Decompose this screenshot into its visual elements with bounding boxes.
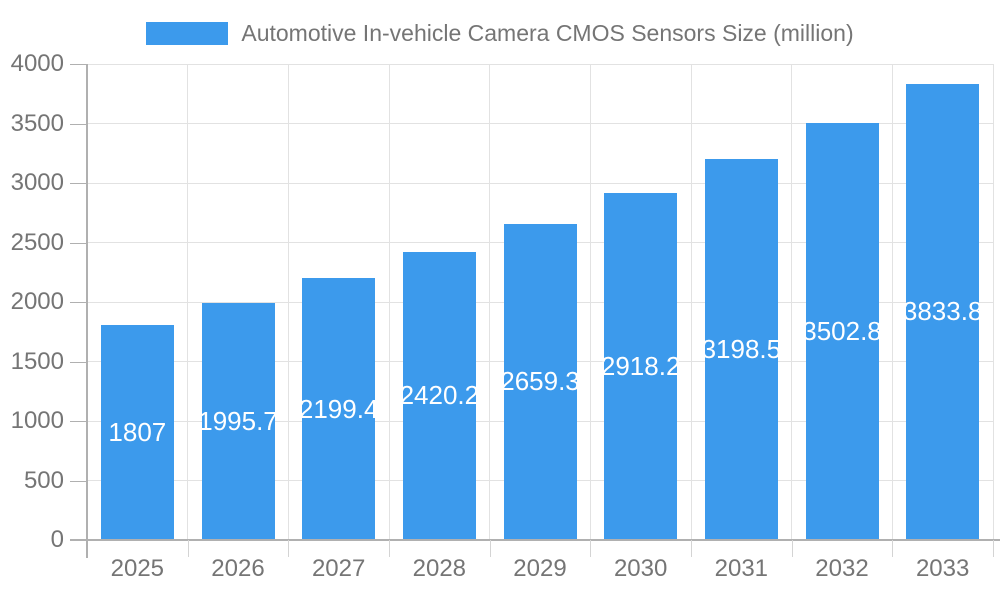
y-axis-tick bbox=[70, 64, 87, 65]
bar-value-label: 2659.3 bbox=[500, 366, 580, 397]
bar[interactable]: 2659.3 bbox=[500, 223, 580, 540]
x-axis-tick bbox=[187, 540, 189, 557]
bar[interactable]: 2918.2 bbox=[601, 192, 680, 540]
x-axis-tick bbox=[892, 540, 894, 557]
y-axis-tick-label: 4000 bbox=[10, 50, 64, 77]
x-axis-tick-label: 2033 bbox=[915, 555, 970, 582]
gridline-vertical bbox=[287, 64, 289, 540]
x-axis-tick bbox=[791, 540, 793, 557]
bar-value-label: 2199.4 bbox=[298, 393, 379, 424]
y-axis-tick bbox=[70, 183, 87, 184]
bar[interactable]: 3502.8 bbox=[802, 123, 882, 540]
gridline-vertical bbox=[589, 64, 591, 540]
gridline-horizontal bbox=[87, 63, 993, 65]
y-axis-tick-label: 3000 bbox=[10, 169, 64, 196]
y-axis-tick-label: 1500 bbox=[10, 347, 64, 375]
x-axis-tick bbox=[993, 540, 994, 557]
gridline-vertical bbox=[690, 64, 692, 540]
gridline-vertical bbox=[388, 64, 390, 540]
x-axis-tick-label: 2025 bbox=[110, 555, 165, 582]
y-axis-line bbox=[86, 64, 88, 558]
x-axis-tick-label: 2027 bbox=[311, 555, 366, 582]
x-axis-tick bbox=[691, 540, 692, 557]
x-axis-tick-label: 2031 bbox=[714, 555, 769, 582]
gridline-vertical bbox=[791, 64, 793, 540]
y-axis-tick bbox=[70, 540, 87, 541]
plot-area: 1807 1995.7 2199.4 2420.2 2659.3 2918.2 3198.5… bbox=[70, 63, 1000, 558]
legend[interactable]: Automotive In-vehicle Camera CMOS Sensor… bbox=[0, 20, 1000, 47]
gridline-horizontal bbox=[87, 182, 993, 184]
gridline-vertical bbox=[489, 64, 491, 540]
bar-value-label: 1995.7 bbox=[198, 405, 278, 436]
y-axis-tick bbox=[70, 123, 87, 125]
bar[interactable]: 3833.8 bbox=[903, 83, 982, 540]
y-axis-tick-label: 1000 bbox=[10, 407, 64, 434]
bar[interactable]: 1995.7 bbox=[198, 302, 278, 540]
bar-value-label: 2420.2 bbox=[399, 380, 480, 411]
bar-value-label: 1807 bbox=[108, 416, 167, 447]
bar[interactable]: 3198.5 bbox=[702, 159, 781, 540]
y-axis-tick-label: 0 bbox=[50, 526, 64, 553]
x-axis-tick-label: 2030 bbox=[613, 555, 668, 582]
gridline-horizontal bbox=[87, 123, 993, 124]
bar-value-label: 3833.8 bbox=[902, 296, 983, 327]
gridline-vertical bbox=[187, 64, 189, 540]
gridline-vertical bbox=[891, 64, 893, 540]
bar-value-label: 2918.2 bbox=[600, 350, 681, 381]
y-axis-tick-label: 3500 bbox=[10, 109, 64, 137]
x-axis-line bbox=[70, 539, 1000, 541]
x-axis-tick bbox=[590, 540, 592, 557]
legend-swatch[interactable] bbox=[146, 22, 229, 45]
y-axis-tick bbox=[70, 361, 87, 363]
y-axis-tick bbox=[70, 480, 87, 482]
y-axis-tick-label: 2500 bbox=[10, 228, 64, 256]
bar-value-label: 3198.5 bbox=[701, 334, 782, 365]
bar-value-label: 3502.8 bbox=[802, 316, 882, 347]
bar[interactable]: 2420.2 bbox=[400, 251, 479, 540]
gridline-vertical bbox=[992, 64, 994, 540]
y-axis-tick bbox=[70, 421, 87, 422]
y-axis-tick-label: 2000 bbox=[10, 288, 64, 315]
x-axis-tick-label: 2032 bbox=[815, 555, 869, 582]
x-axis-tick-label: 2029 bbox=[513, 555, 567, 582]
x-axis-tick bbox=[389, 540, 390, 557]
y-axis-tick bbox=[70, 302, 87, 303]
bar[interactable]: 2199.4 bbox=[299, 278, 378, 540]
bars-layer: 1807 1995.7 2199.4 2420.2 2659.3 2918.2 3198.5… bbox=[87, 64, 993, 540]
y-axis-tick bbox=[70, 242, 87, 244]
x-axis-tick-label: 2026 bbox=[211, 555, 265, 582]
x-axis-tick bbox=[489, 540, 491, 557]
y-axis-tick-label: 500 bbox=[23, 466, 64, 494]
bar[interactable]: 1807 bbox=[100, 324, 174, 540]
legend-label[interactable]: Automotive In-vehicle Camera CMOS Sensor… bbox=[241, 20, 854, 46]
x-axis-tick bbox=[288, 540, 290, 557]
x-axis-tick-label: 2028 bbox=[412, 555, 467, 582]
